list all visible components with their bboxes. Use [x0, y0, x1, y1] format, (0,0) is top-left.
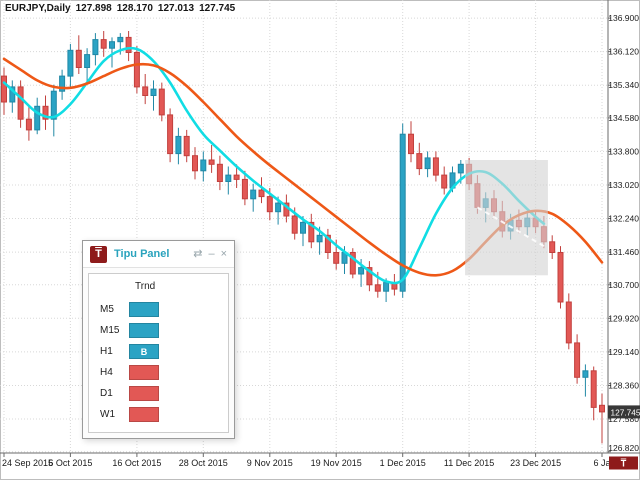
panel-row-m5: M5	[89, 299, 228, 320]
corner-logo: T	[609, 456, 638, 470]
trend-badge-m5[interactable]	[129, 302, 159, 317]
svg-text:135.340: 135.340	[608, 80, 639, 90]
quote-symbol: EURJPY,Daily	[5, 3, 71, 14]
tipu-panel[interactable]: T Tipu Panel ⇄ – × Trnd M5 M15 H1 B H4 D1 W1	[82, 240, 235, 439]
panel-row-w1: W1	[89, 404, 228, 425]
trend-badge-d1[interactable]	[129, 386, 159, 401]
panel-title: Tipu Panel	[114, 248, 170, 260]
panel-row-h1: H1 B	[89, 341, 228, 362]
svg-text:11 Dec 2015: 11 Dec 2015	[444, 458, 494, 468]
quote-open: 127.898	[75, 3, 112, 14]
svg-text:136.900: 136.900	[608, 13, 639, 23]
svg-text:134.580: 134.580	[608, 113, 639, 123]
quote-high: 128.170	[116, 3, 153, 14]
trend-badge-h1[interactable]: B	[129, 344, 159, 359]
svg-text:9 Nov 2015: 9 Nov 2015	[247, 458, 293, 468]
svg-text:129.920: 129.920	[608, 313, 639, 323]
price-axis[interactable]: 136.900 136.120 135.340 134.580 133.800 133.0…	[608, 13, 639, 453]
timeframe-label: W1	[100, 409, 115, 420]
trend-badge-m15[interactable]	[129, 323, 159, 338]
svg-text:133.020: 133.020	[608, 180, 639, 190]
panel-row-h4: H4	[89, 362, 228, 383]
trend-rows: M5 M15 H1 B H4 D1 W1	[89, 299, 228, 425]
svg-text:6 Oct 2015: 6 Oct 2015	[48, 458, 92, 468]
svg-text:28 Oct 2015: 28 Oct 2015	[179, 458, 228, 468]
svg-text:T: T	[621, 459, 627, 469]
current-price-tag: 127.745	[608, 405, 640, 419]
svg-text:24 Sep 2015: 24 Sep 2015	[2, 458, 53, 468]
svg-text:1 Dec 2015: 1 Dec 2015	[380, 458, 426, 468]
svg-text:132.240: 132.240	[608, 214, 639, 224]
close-icon[interactable]: ×	[220, 247, 227, 260]
selection-region[interactable]	[465, 160, 548, 276]
panel-row-m15: M15	[89, 320, 228, 341]
svg-text:23 Dec 2015: 23 Dec 2015	[510, 458, 561, 468]
panel-row-d1: D1	[89, 383, 228, 404]
minimize-icon[interactable]: –	[208, 247, 215, 260]
timeframe-label: D1	[100, 388, 113, 399]
fast-ma-line	[2, 46, 546, 285]
svg-text:133.800: 133.800	[608, 146, 639, 156]
dashed-trendline[interactable]	[476, 206, 545, 247]
svg-text:19 Nov 2015: 19 Nov 2015	[311, 458, 362, 468]
trend-column-header: Trnd	[135, 281, 156, 292]
timeframe-label: M15	[100, 325, 120, 336]
svg-text:127.580: 127.580	[608, 414, 639, 424]
svg-text:136.120: 136.120	[608, 47, 639, 57]
tipu-panel-body: Trnd M5 M15 H1 B H4 D1 W1	[88, 273, 229, 433]
trend-badge-h4[interactable]	[129, 365, 159, 380]
svg-text:130.700: 130.700	[608, 280, 639, 290]
quote-low: 127.013	[157, 3, 195, 14]
svg-text:127.745: 127.745	[611, 407, 640, 417]
svg-text:128.360: 128.360	[608, 381, 639, 391]
tipu-panel-header[interactable]: T Tipu Panel ⇄ – ×	[83, 241, 234, 268]
refresh-icon[interactable]: ⇄	[193, 247, 203, 260]
svg-text:131.460: 131.460	[608, 247, 639, 257]
axes	[0, 0, 640, 454]
quote-close: 127.745	[199, 3, 236, 14]
timeframe-label: H1	[100, 346, 113, 357]
tipu-logo-icon: T	[90, 245, 107, 263]
svg-text:129.140: 129.140	[608, 347, 639, 357]
timeframe-label: H4	[100, 367, 113, 378]
chart-quote: EURJPY,Daily 127.898 128.170 127.013 127.745	[5, 3, 240, 14]
svg-text:126.820: 126.820	[608, 443, 639, 453]
svg-text:16 Oct 2015: 16 Oct 2015	[112, 458, 161, 468]
trend-badge-w1[interactable]	[129, 407, 159, 422]
timeframe-label: M5	[100, 304, 114, 315]
